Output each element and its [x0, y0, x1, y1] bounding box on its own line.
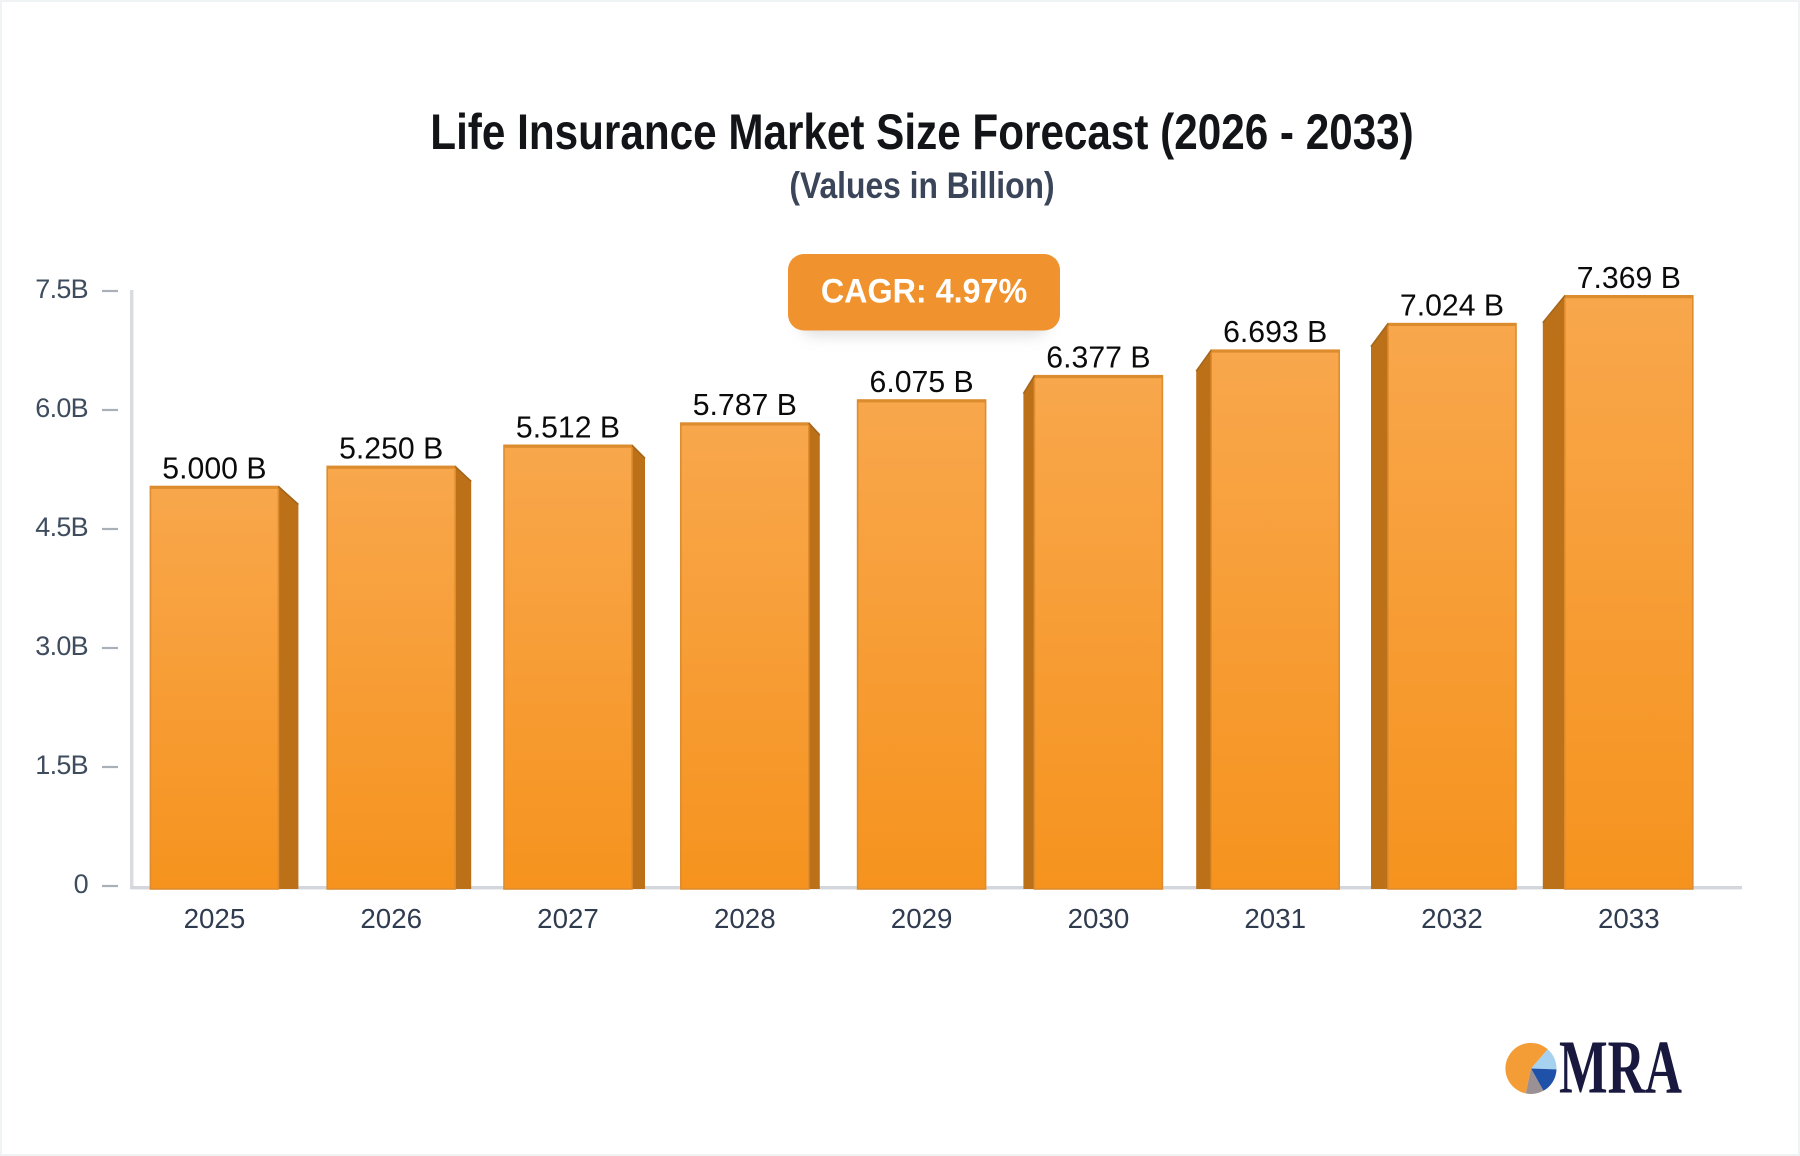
svg-text:7.024 B: 7.024 B	[1400, 288, 1504, 322]
svg-text:1.5B: 1.5B	[35, 750, 88, 780]
svg-text:5.787 B: 5.787 B	[693, 388, 797, 422]
svg-text:2027: 2027	[537, 903, 599, 934]
svg-text:6.0B: 6.0B	[35, 393, 88, 423]
svg-text:6.693 B: 6.693 B	[1223, 315, 1327, 349]
svg-text:7.5B: 7.5B	[35, 274, 88, 304]
svg-text:6.377 B: 6.377 B	[1046, 340, 1150, 374]
svg-text:Life Insurance Market Size For: Life Insurance Market Size Forecast (202…	[430, 104, 1413, 160]
svg-text:2032: 2032	[1421, 903, 1483, 934]
svg-text:2030: 2030	[1068, 903, 1130, 934]
svg-text:2031: 2031	[1244, 903, 1306, 934]
svg-text:0: 0	[74, 869, 88, 899]
svg-text:5.512 B: 5.512 B	[516, 410, 620, 444]
svg-text:7.369 B: 7.369 B	[1577, 260, 1681, 294]
svg-text:4.5B: 4.5B	[35, 512, 88, 542]
svg-text:2028: 2028	[714, 903, 776, 934]
svg-text:CAGR: 4.97%: CAGR: 4.97%	[821, 273, 1027, 311]
svg-text:2025: 2025	[184, 903, 246, 934]
svg-text:5.000 B: 5.000 B	[162, 451, 266, 485]
svg-text:MRA: MRA	[1559, 1026, 1682, 1110]
svg-text:(Values in Billion): (Values in Billion)	[789, 166, 1054, 207]
svg-text:6.075 B: 6.075 B	[870, 365, 974, 399]
svg-text:2029: 2029	[891, 903, 953, 934]
svg-text:5.250 B: 5.250 B	[339, 431, 443, 465]
svg-text:2026: 2026	[360, 903, 422, 934]
svg-text:2033: 2033	[1598, 903, 1660, 934]
svg-text:3.0B: 3.0B	[35, 631, 88, 661]
